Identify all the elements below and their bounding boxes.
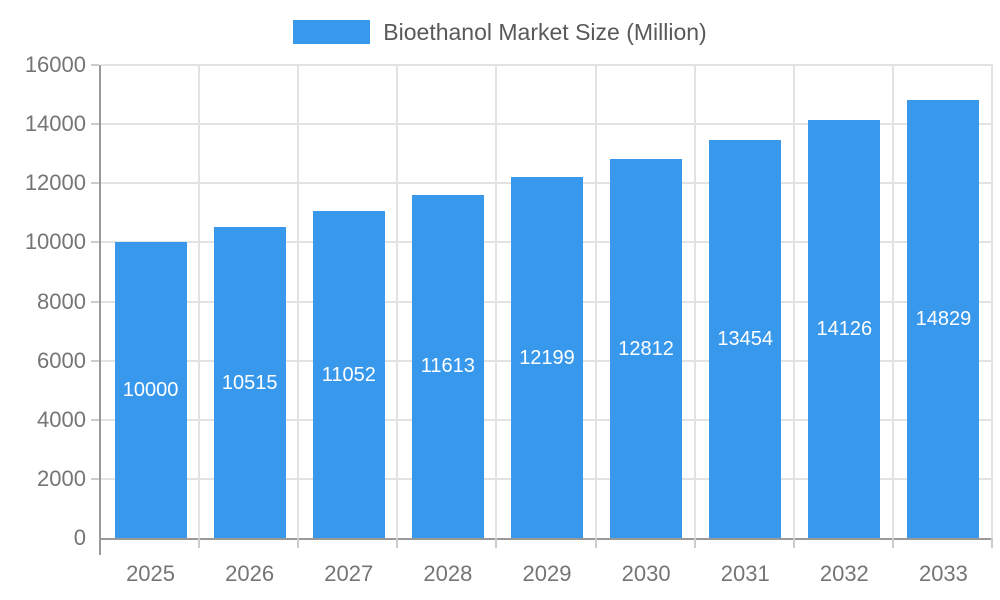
bar-2029[interactable]: 12199 bbox=[511, 177, 583, 538]
x-axis-tick bbox=[495, 538, 498, 548]
y-axis-label: 14000 bbox=[24, 111, 86, 137]
bar-2033[interactable]: 14829 bbox=[907, 99, 980, 538]
bar-value-label: 14829 bbox=[915, 307, 972, 330]
x-axis-label: 2033 bbox=[918, 561, 968, 586]
x-axis-label: 2027 bbox=[324, 561, 374, 586]
y-axis-tick bbox=[91, 359, 99, 362]
y-axis-label: 10000 bbox=[24, 229, 86, 255]
bar-value-label: 10000 bbox=[122, 379, 179, 402]
x-axis-tick bbox=[891, 538, 894, 548]
x-axis-label: 2032 bbox=[819, 561, 869, 586]
bar-2027[interactable]: 11052 bbox=[312, 211, 385, 538]
bar-value-label: 14126 bbox=[816, 318, 873, 341]
x-axis-label: 2031 bbox=[720, 561, 770, 586]
y-axis-label: 6000 bbox=[37, 347, 86, 373]
y-axis-tick bbox=[91, 418, 99, 421]
bar-value-label: 12812 bbox=[618, 337, 674, 360]
x-gridline bbox=[198, 65, 201, 538]
bar-2026[interactable]: 10515 bbox=[213, 227, 286, 538]
x-axis-tick bbox=[198, 538, 201, 548]
plot-area: 10000 10515 11052 11613 12199 12812 13454 14126… bbox=[91, 64, 993, 555]
y-axis-tick bbox=[91, 182, 99, 185]
y-gridline bbox=[101, 123, 993, 126]
x-axis-tick bbox=[297, 538, 300, 548]
x-axis-label: 2030 bbox=[621, 561, 671, 586]
bar-2025[interactable]: 10000 bbox=[114, 242, 187, 538]
y-axis-tick bbox=[91, 64, 99, 66]
y-axis-tick bbox=[91, 123, 99, 126]
x-axis-tick bbox=[594, 538, 597, 548]
bar-value-label: 10515 bbox=[221, 371, 278, 394]
y-axis-label: 16000 bbox=[24, 52, 86, 77]
x-gridline bbox=[991, 65, 993, 538]
x-axis-tick bbox=[792, 538, 795, 548]
x-gridline bbox=[495, 65, 498, 538]
y-axis-tick bbox=[91, 241, 99, 244]
x-gridline bbox=[693, 65, 696, 538]
y-gridline bbox=[101, 64, 993, 66]
x-axis-tick bbox=[693, 538, 696, 548]
bar-2032[interactable]: 14126 bbox=[808, 120, 881, 538]
bar-2028[interactable]: 11613 bbox=[411, 194, 484, 538]
chart-legend[interactable]: Bioethanol Market Size (Million) bbox=[0, 19, 1000, 45]
bar-value-label: 12199 bbox=[519, 346, 575, 369]
y-axis-label: 4000 bbox=[37, 406, 86, 432]
x-axis-label: 2029 bbox=[522, 561, 572, 586]
x-gridline bbox=[792, 65, 795, 538]
bar-2030[interactable]: 12812 bbox=[610, 159, 683, 538]
x-axis-label: 2025 bbox=[126, 561, 176, 586]
legend-label: Bioethanol Market Size (Million) bbox=[383, 18, 707, 45]
x-gridline bbox=[297, 65, 300, 538]
bar-value-label: 11613 bbox=[420, 355, 475, 378]
y-axis-label: 12000 bbox=[24, 170, 86, 196]
bar-value-label: 13454 bbox=[717, 328, 774, 351]
x-gridline bbox=[396, 65, 399, 538]
y-axis-tick bbox=[91, 477, 99, 480]
bar-value-label: 11052 bbox=[321, 363, 376, 386]
y-axis-line-extension bbox=[99, 538, 101, 555]
x-axis-tick bbox=[991, 538, 993, 548]
x-axis-label: 2028 bbox=[423, 561, 473, 586]
x-gridline bbox=[891, 65, 894, 538]
y-axis-label: 0 bbox=[73, 525, 86, 550]
bar-2031[interactable]: 13454 bbox=[709, 140, 782, 538]
x-axis-label: 2026 bbox=[225, 561, 275, 586]
x-axis-tick bbox=[396, 538, 399, 548]
legend-swatch bbox=[293, 20, 371, 44]
y-axis-label: 2000 bbox=[37, 465, 86, 491]
y-axis-label: 8000 bbox=[37, 288, 86, 314]
y-axis-tick bbox=[91, 300, 99, 303]
x-gridline bbox=[594, 65, 597, 538]
